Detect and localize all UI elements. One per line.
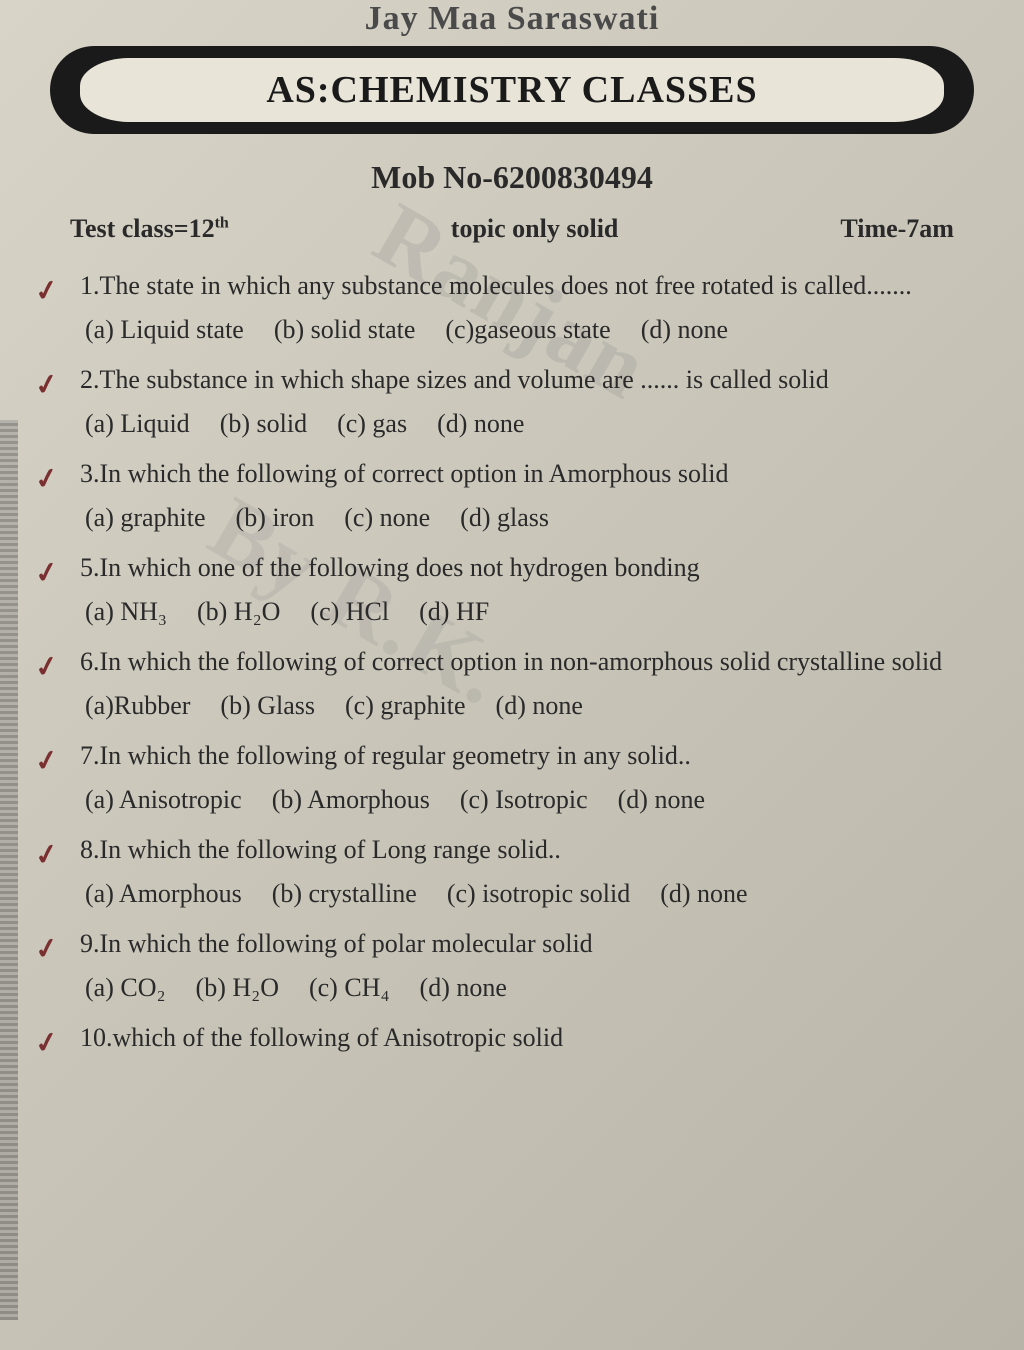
- question-text: 1.The state in which any substance molec…: [80, 266, 974, 305]
- option-item: (c) HCl: [310, 597, 389, 627]
- question-text: 6.In which the following of correct opti…: [80, 642, 974, 681]
- tick-mark-icon: ✓: [32, 742, 61, 780]
- question-block: ✓2.The substance in which shape sizes an…: [40, 360, 984, 439]
- questions-list: ✓1.The state in which any substance mole…: [40, 266, 984, 1057]
- title-banner-inner: AS:CHEMISTRY CLASSES: [80, 58, 944, 122]
- option-item: (b) crystalline: [272, 879, 417, 909]
- test-class: Test class=12th: [70, 214, 229, 244]
- option-item: (a) Liquid: [85, 409, 190, 439]
- option-item: (c) Isotropic: [460, 785, 588, 815]
- tick-mark-icon: ✓: [32, 554, 61, 592]
- option-item: (c)gaseous state: [445, 315, 610, 345]
- tick-mark-icon: ✓: [32, 460, 61, 498]
- banner-text: AS:CHEMISTRY CLASSES: [266, 69, 757, 111]
- option-item: (b) Amorphous: [272, 785, 430, 815]
- question-block: ✓10.which of the following of Anisotropi…: [40, 1018, 984, 1057]
- tick-mark-icon: ✓: [32, 272, 61, 310]
- tick-mark-icon: ✓: [32, 836, 61, 874]
- option-item: (b) H₂O: [197, 597, 280, 627]
- question-block: ✓5.In which one of the following does no…: [40, 548, 984, 627]
- option-item: (a)Rubber: [85, 691, 190, 721]
- test-topic: topic only solid: [451, 214, 619, 244]
- option-item: (a) Liquid state: [85, 315, 244, 345]
- tick-mark-icon: ✓: [32, 1024, 61, 1062]
- option-item: (c) CH₄: [309, 973, 390, 1003]
- option-item: (a) graphite: [85, 503, 206, 533]
- question-text: 9.In which the following of polar molecu…: [80, 924, 974, 963]
- option-item: (d) none: [618, 785, 705, 815]
- option-item: (a) CO₂: [85, 973, 166, 1003]
- question-block: ✓1.The state in which any substance mole…: [40, 266, 984, 345]
- option-item: (d) none: [437, 409, 524, 439]
- option-item: (d) none: [420, 973, 507, 1003]
- page-top-title: Jay Maa Saraswati: [40, 0, 984, 38]
- options-row: (a) Anisotropic (b) Amorphous (c) Isotropi…: [80, 785, 974, 815]
- options-row: (a) CO₂ (b) H₂O (c) CH₄ (d) none: [80, 973, 974, 1003]
- options-row: (a)Rubber (b) Glass (c) graphite (d) none: [80, 691, 974, 721]
- question-block: ✓7.In which the following of regular geo…: [40, 736, 984, 815]
- question-text: 8.In which the following of Long range s…: [80, 830, 974, 869]
- option-item: (c) none: [344, 503, 430, 533]
- tick-mark-icon: ✓: [32, 366, 61, 404]
- test-info-row: Test class=12th topic only solid Time-7a…: [40, 214, 984, 244]
- option-item: (c) isotropic solid: [447, 879, 630, 909]
- mobile-number: Mob No-6200830494: [40, 159, 984, 196]
- question-text: 2.The substance in which shape sizes and…: [80, 360, 974, 399]
- option-item: (b) solid state: [274, 315, 416, 345]
- option-item: (d) glass: [460, 503, 549, 533]
- option-item: (a) Amorphous: [85, 879, 242, 909]
- tick-mark-icon: ✓: [32, 930, 61, 968]
- question-block: ✓3.In which the following of correct opt…: [40, 454, 984, 533]
- question-block: ✓9.In which the following of polar molec…: [40, 924, 984, 1003]
- question-block: ✓6.In which the following of correct opt…: [40, 642, 984, 721]
- option-item: (b) solid: [220, 409, 307, 439]
- options-row: (a) NH₃ (b) H₂O (c) HCl (d) HF: [80, 597, 974, 627]
- options-row: (a) Liquid state (b) solid state (c)gaseou…: [80, 315, 974, 345]
- question-text: 5.In which one of the following does not…: [80, 548, 974, 587]
- option-item: (d) none: [641, 315, 728, 345]
- options-row: (a) graphite (b) iron (c) none (d) glass: [80, 503, 974, 533]
- question-text: 7.In which the following of regular geom…: [80, 736, 974, 775]
- option-item: (b) H₂O: [196, 973, 279, 1003]
- option-item: (b) iron: [236, 503, 315, 533]
- option-item: (d) none: [496, 691, 583, 721]
- option-item: (a) Anisotropic: [85, 785, 242, 815]
- question-text: 3.In which the following of correct opti…: [80, 454, 974, 493]
- option-item: (d) none: [660, 879, 747, 909]
- title-banner: AS:CHEMISTRY CLASSES: [50, 46, 974, 134]
- option-item: (a) NH₃: [85, 597, 167, 627]
- test-time: Time-7am: [840, 214, 954, 244]
- question-block: ✓8.In which the following of Long range …: [40, 830, 984, 909]
- option-item: (c) gas: [337, 409, 407, 439]
- tick-mark-icon: ✓: [32, 648, 61, 686]
- question-text: 10.which of the following of Anisotropic…: [80, 1018, 974, 1057]
- option-item: (d) HF: [419, 597, 489, 627]
- binding-edge: [0, 420, 18, 1320]
- option-item: (b) Glass: [220, 691, 315, 721]
- options-row: (a) Liquid (b) solid (c) gas (d) none: [80, 409, 974, 439]
- option-item: (c) graphite: [345, 691, 466, 721]
- options-row: (a) Amorphous (b) crystalline (c) isotropi…: [80, 879, 974, 909]
